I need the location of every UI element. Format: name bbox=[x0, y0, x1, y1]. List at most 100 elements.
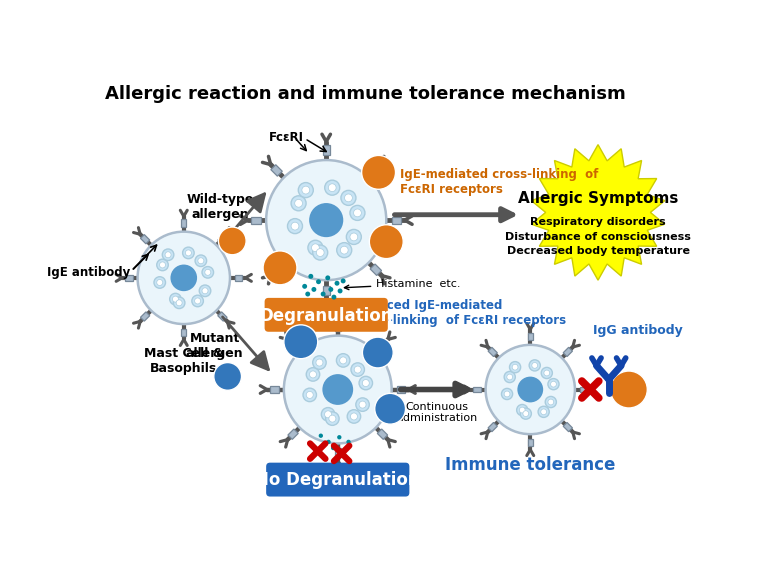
Polygon shape bbox=[141, 234, 150, 244]
Circle shape bbox=[325, 180, 340, 195]
Circle shape bbox=[316, 279, 321, 284]
Polygon shape bbox=[218, 234, 227, 244]
Circle shape bbox=[340, 279, 346, 283]
Circle shape bbox=[344, 194, 352, 202]
Text: Reduced IgE-mediated
cross-linking  of FcεRI receptors: Reduced IgE-mediated cross-linking of Fc… bbox=[354, 298, 566, 326]
Circle shape bbox=[369, 224, 403, 259]
Circle shape bbox=[308, 274, 313, 279]
Circle shape bbox=[310, 204, 343, 236]
Circle shape bbox=[518, 377, 542, 402]
Circle shape bbox=[312, 245, 328, 260]
Polygon shape bbox=[580, 387, 587, 392]
Circle shape bbox=[338, 289, 343, 293]
Circle shape bbox=[347, 440, 350, 444]
Text: Disturbance of consciousness: Disturbance of consciousness bbox=[505, 231, 691, 242]
Circle shape bbox=[183, 247, 194, 259]
Circle shape bbox=[331, 446, 336, 450]
Text: Histamine  etc.: Histamine etc. bbox=[344, 279, 461, 290]
Text: Immune tolerance: Immune tolerance bbox=[445, 456, 615, 474]
Text: Allergic reaction and immune tolerance mechanism: Allergic reaction and immune tolerance m… bbox=[105, 85, 626, 103]
Circle shape bbox=[510, 361, 521, 373]
Text: IgE antibody: IgE antibody bbox=[47, 266, 130, 279]
Circle shape bbox=[336, 243, 352, 258]
Circle shape bbox=[205, 269, 211, 275]
Circle shape bbox=[329, 184, 336, 192]
Circle shape bbox=[529, 360, 540, 371]
Circle shape bbox=[329, 415, 336, 422]
Circle shape bbox=[284, 325, 318, 359]
Circle shape bbox=[172, 296, 179, 302]
Circle shape bbox=[157, 279, 162, 286]
Circle shape bbox=[194, 298, 200, 304]
Circle shape bbox=[356, 398, 369, 412]
Polygon shape bbox=[528, 439, 533, 447]
Circle shape bbox=[507, 374, 513, 380]
Circle shape bbox=[308, 240, 323, 255]
Text: IgE-mediated cross-linking  of
FcεRI receptors: IgE-mediated cross-linking of FcεRI rece… bbox=[400, 168, 598, 196]
Circle shape bbox=[202, 288, 208, 294]
Circle shape bbox=[354, 209, 361, 217]
Text: FcεRI: FcεRI bbox=[269, 131, 304, 144]
Circle shape bbox=[263, 251, 297, 285]
Circle shape bbox=[504, 371, 515, 382]
Circle shape bbox=[486, 345, 575, 434]
Polygon shape bbox=[528, 332, 533, 340]
Circle shape bbox=[192, 295, 204, 307]
Text: Continuous
administration: Continuous administration bbox=[396, 402, 478, 423]
Circle shape bbox=[321, 292, 326, 297]
Polygon shape bbox=[288, 429, 298, 440]
Circle shape bbox=[202, 266, 214, 278]
Circle shape bbox=[294, 199, 302, 207]
Polygon shape bbox=[473, 387, 481, 392]
Circle shape bbox=[362, 380, 369, 387]
Text: Wild-type
allergen: Wild-type allergen bbox=[187, 193, 254, 221]
Text: Respiratory disorders: Respiratory disorders bbox=[530, 217, 666, 227]
Circle shape bbox=[544, 370, 549, 376]
Polygon shape bbox=[378, 429, 388, 440]
Circle shape bbox=[186, 250, 191, 256]
Circle shape bbox=[548, 378, 559, 389]
Circle shape bbox=[195, 255, 207, 266]
Circle shape bbox=[171, 265, 197, 290]
Text: No Degranulation: No Degranulation bbox=[256, 472, 420, 489]
Circle shape bbox=[154, 277, 166, 288]
Polygon shape bbox=[563, 423, 573, 431]
Polygon shape bbox=[370, 264, 382, 276]
Text: Mutant
allergen: Mutant allergen bbox=[186, 332, 243, 360]
Circle shape bbox=[169, 293, 181, 305]
Circle shape bbox=[312, 287, 316, 292]
Circle shape bbox=[340, 246, 348, 254]
Circle shape bbox=[316, 248, 324, 257]
Polygon shape bbox=[335, 322, 341, 331]
Polygon shape bbox=[141, 312, 150, 321]
Polygon shape bbox=[235, 275, 242, 280]
Circle shape bbox=[157, 259, 169, 271]
Circle shape bbox=[611, 371, 647, 408]
Polygon shape bbox=[288, 340, 298, 350]
Circle shape bbox=[309, 371, 316, 378]
Text: Decreased body temperature: Decreased body temperature bbox=[507, 246, 689, 257]
Circle shape bbox=[214, 363, 242, 390]
Circle shape bbox=[350, 413, 357, 420]
Circle shape bbox=[323, 375, 352, 404]
Circle shape bbox=[359, 376, 372, 390]
Polygon shape bbox=[392, 217, 401, 223]
Circle shape bbox=[306, 368, 319, 381]
Circle shape bbox=[312, 244, 319, 252]
Circle shape bbox=[302, 186, 310, 194]
Circle shape bbox=[354, 366, 361, 373]
Circle shape bbox=[350, 233, 357, 241]
FancyBboxPatch shape bbox=[267, 463, 409, 497]
Circle shape bbox=[298, 182, 313, 198]
Circle shape bbox=[162, 249, 174, 261]
Circle shape bbox=[199, 285, 211, 297]
Circle shape bbox=[325, 411, 332, 418]
Circle shape bbox=[267, 160, 386, 280]
Polygon shape bbox=[218, 312, 227, 321]
Polygon shape bbox=[181, 219, 186, 227]
Circle shape bbox=[551, 381, 556, 387]
Text: IgG antibody: IgG antibody bbox=[593, 324, 683, 337]
Circle shape bbox=[523, 410, 528, 416]
Circle shape bbox=[176, 300, 182, 306]
Circle shape bbox=[350, 205, 365, 220]
